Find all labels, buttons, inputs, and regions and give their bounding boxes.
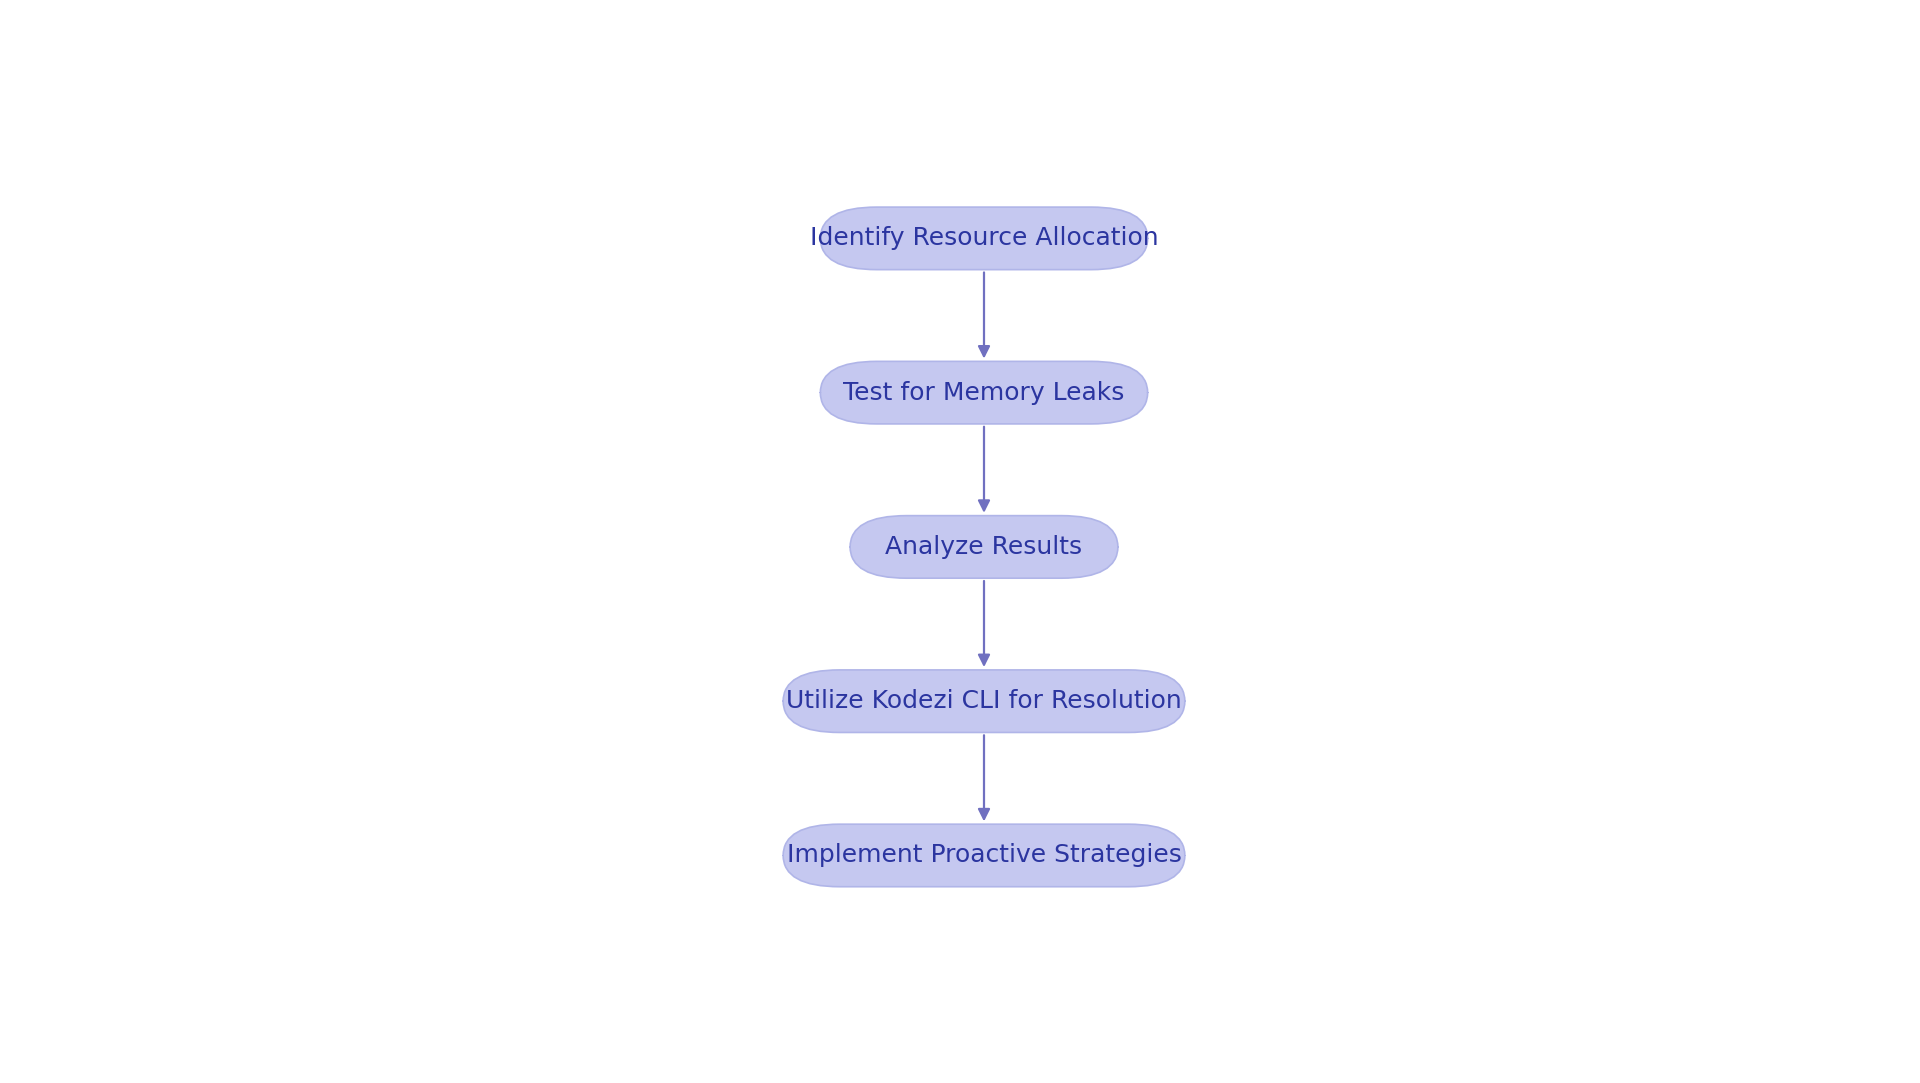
Text: Test for Memory Leaks: Test for Memory Leaks xyxy=(843,380,1125,405)
Text: Implement Proactive Strategies: Implement Proactive Strategies xyxy=(787,844,1181,867)
Text: Identify Resource Allocation: Identify Resource Allocation xyxy=(810,226,1158,250)
Text: Utilize Kodezi CLI for Resolution: Utilize Kodezi CLI for Resolution xyxy=(785,689,1183,714)
FancyBboxPatch shape xyxy=(851,516,1117,578)
Text: Analyze Results: Analyze Results xyxy=(885,535,1083,559)
FancyBboxPatch shape xyxy=(820,207,1148,270)
FancyBboxPatch shape xyxy=(820,362,1148,423)
FancyBboxPatch shape xyxy=(783,670,1185,732)
FancyBboxPatch shape xyxy=(783,824,1185,887)
